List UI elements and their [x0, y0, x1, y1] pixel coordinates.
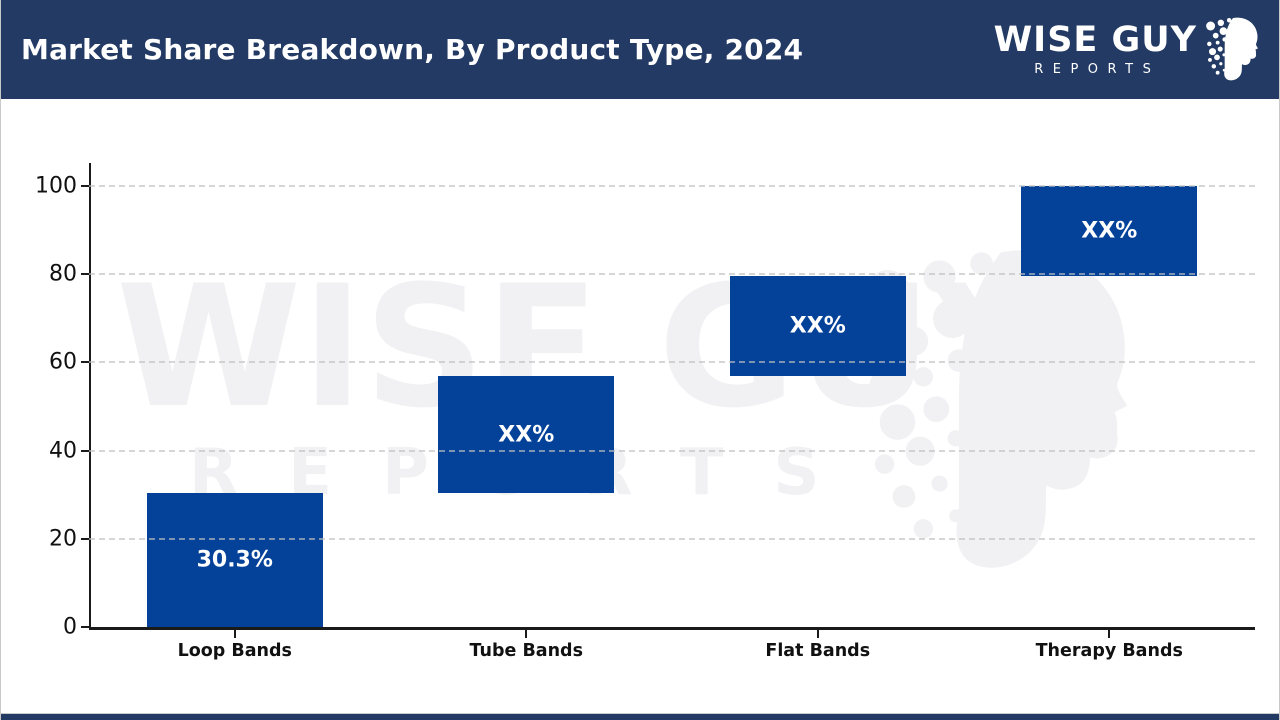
bar — [438, 376, 615, 494]
wiseguy-logo: WISE GUY REPORTS — [994, 9, 1265, 91]
y-axis-tick — [81, 449, 89, 452]
gridline — [89, 449, 1255, 452]
footer-strip — [1, 713, 1279, 720]
y-tick-label: 20 — [49, 526, 77, 552]
bar-value-label: 30.3% — [196, 547, 273, 573]
gridline — [89, 185, 1255, 187]
y-axis-tick — [81, 273, 89, 276]
logo-name: WISE GUY — [993, 19, 1197, 60]
y-axis-tick — [81, 185, 89, 187]
y-tick-label: 40 — [49, 438, 77, 464]
logo-subtitle: REPORTS — [1034, 61, 1161, 77]
x-category-label: Tube Bands — [469, 641, 584, 661]
bar — [729, 275, 906, 377]
bar — [1021, 186, 1198, 276]
gridline — [89, 361, 1255, 364]
y-axis-tick — [81, 537, 89, 540]
x-axis-tick — [1108, 630, 1111, 638]
bar-value-label: XX% — [789, 313, 846, 339]
y-tick-label: 80 — [49, 261, 77, 287]
y-tick-label: 100 — [35, 173, 77, 199]
x-category-label: Therapy Bands — [1035, 641, 1183, 661]
bar-value-label: XX% — [1081, 218, 1138, 244]
y-tick-label: 60 — [49, 349, 77, 375]
gridline — [89, 273, 1255, 276]
x-category-label: Flat Bands — [765, 641, 871, 661]
x-axis-tick — [525, 630, 528, 638]
x-axis-tick — [816, 630, 819, 638]
x-category-label: Loop Bands — [177, 641, 292, 661]
y-axis-line — [89, 163, 91, 630]
bar — [146, 493, 323, 627]
y-axis-tick — [81, 361, 89, 364]
bar-value-label: XX% — [498, 422, 555, 448]
y-axis-tick — [81, 626, 89, 628]
x-axis-tick — [233, 630, 236, 638]
x-axis-line — [89, 627, 1255, 630]
header-bar: Market Share Breakdown, By Product Type,… — [1, 0, 1279, 99]
logo-text: WISE GUY REPORTS — [993, 19, 1197, 77]
y-tick-label: 0 — [63, 614, 77, 640]
chart-title: Market Share Breakdown, By Product Type,… — [21, 33, 804, 66]
gridline — [89, 537, 1255, 540]
